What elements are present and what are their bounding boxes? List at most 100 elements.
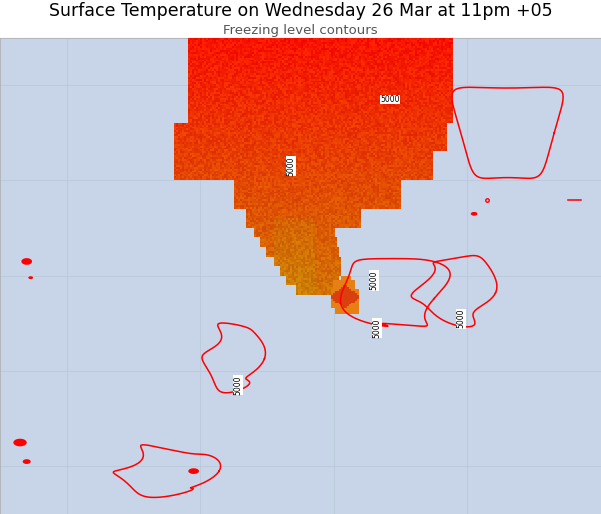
Polygon shape bbox=[343, 46, 345, 48]
Polygon shape bbox=[196, 145, 198, 148]
Polygon shape bbox=[260, 100, 262, 102]
Polygon shape bbox=[373, 36, 375, 39]
Polygon shape bbox=[423, 41, 425, 42]
Polygon shape bbox=[399, 105, 401, 107]
Polygon shape bbox=[435, 148, 437, 150]
Polygon shape bbox=[188, 169, 190, 171]
Polygon shape bbox=[353, 209, 355, 211]
Polygon shape bbox=[268, 251, 270, 253]
Polygon shape bbox=[421, 105, 423, 107]
Polygon shape bbox=[425, 176, 427, 178]
Polygon shape bbox=[294, 282, 296, 283]
Polygon shape bbox=[222, 150, 224, 152]
Polygon shape bbox=[365, 86, 367, 88]
Polygon shape bbox=[359, 167, 361, 169]
Polygon shape bbox=[216, 142, 218, 144]
Polygon shape bbox=[421, 128, 423, 131]
Polygon shape bbox=[300, 142, 302, 144]
Polygon shape bbox=[371, 192, 373, 193]
Polygon shape bbox=[435, 123, 437, 124]
Polygon shape bbox=[290, 100, 293, 102]
Polygon shape bbox=[196, 150, 198, 152]
Polygon shape bbox=[361, 167, 363, 169]
Polygon shape bbox=[232, 159, 234, 161]
Polygon shape bbox=[320, 193, 323, 195]
Polygon shape bbox=[180, 138, 182, 140]
Polygon shape bbox=[260, 214, 262, 216]
Polygon shape bbox=[375, 44, 377, 46]
Polygon shape bbox=[387, 111, 389, 113]
Polygon shape bbox=[299, 232, 300, 234]
Polygon shape bbox=[379, 203, 381, 205]
Polygon shape bbox=[268, 165, 270, 167]
Polygon shape bbox=[355, 197, 357, 199]
Polygon shape bbox=[439, 39, 441, 41]
Polygon shape bbox=[407, 165, 409, 167]
Polygon shape bbox=[258, 126, 260, 128]
Polygon shape bbox=[411, 111, 413, 113]
Polygon shape bbox=[397, 113, 399, 115]
Polygon shape bbox=[174, 169, 176, 171]
Polygon shape bbox=[405, 54, 407, 56]
Polygon shape bbox=[180, 174, 182, 176]
Polygon shape bbox=[246, 65, 248, 67]
Polygon shape bbox=[266, 138, 268, 140]
Polygon shape bbox=[405, 77, 407, 79]
Polygon shape bbox=[349, 283, 351, 285]
Polygon shape bbox=[320, 117, 323, 119]
Polygon shape bbox=[379, 105, 381, 107]
Polygon shape bbox=[302, 134, 305, 136]
Polygon shape bbox=[266, 213, 268, 214]
Polygon shape bbox=[339, 155, 341, 157]
Polygon shape bbox=[202, 82, 204, 84]
Polygon shape bbox=[284, 268, 287, 270]
Polygon shape bbox=[421, 44, 423, 46]
Polygon shape bbox=[308, 172, 311, 174]
Polygon shape bbox=[299, 184, 300, 186]
Polygon shape bbox=[385, 121, 387, 123]
Polygon shape bbox=[319, 132, 320, 134]
Polygon shape bbox=[413, 174, 415, 176]
Polygon shape bbox=[323, 126, 325, 128]
Polygon shape bbox=[284, 88, 287, 90]
Polygon shape bbox=[353, 306, 355, 308]
Polygon shape bbox=[335, 308, 337, 310]
Polygon shape bbox=[308, 207, 311, 209]
Polygon shape bbox=[343, 218, 345, 221]
Polygon shape bbox=[325, 165, 326, 167]
Polygon shape bbox=[246, 224, 248, 226]
Polygon shape bbox=[326, 52, 329, 54]
Polygon shape bbox=[212, 103, 214, 105]
Polygon shape bbox=[311, 256, 313, 259]
Polygon shape bbox=[293, 176, 294, 178]
Polygon shape bbox=[268, 144, 270, 145]
Polygon shape bbox=[281, 152, 282, 153]
Polygon shape bbox=[192, 84, 194, 86]
Polygon shape bbox=[272, 153, 275, 155]
Polygon shape bbox=[325, 201, 326, 203]
Polygon shape bbox=[313, 119, 314, 121]
Polygon shape bbox=[244, 36, 246, 39]
Polygon shape bbox=[254, 96, 256, 98]
Polygon shape bbox=[176, 134, 178, 136]
Polygon shape bbox=[365, 36, 367, 39]
Polygon shape bbox=[260, 58, 262, 60]
Polygon shape bbox=[401, 63, 403, 65]
Polygon shape bbox=[276, 174, 278, 176]
Polygon shape bbox=[288, 144, 290, 145]
Polygon shape bbox=[357, 144, 359, 145]
Polygon shape bbox=[359, 153, 361, 155]
Polygon shape bbox=[385, 182, 387, 184]
Polygon shape bbox=[320, 111, 323, 113]
Polygon shape bbox=[188, 121, 190, 123]
Polygon shape bbox=[353, 48, 355, 50]
Polygon shape bbox=[290, 88, 293, 90]
Polygon shape bbox=[188, 161, 190, 163]
Polygon shape bbox=[314, 274, 317, 276]
Polygon shape bbox=[320, 172, 323, 174]
Polygon shape bbox=[311, 237, 313, 240]
Polygon shape bbox=[337, 213, 339, 214]
Polygon shape bbox=[397, 136, 399, 138]
Polygon shape bbox=[282, 42, 284, 44]
Polygon shape bbox=[429, 148, 431, 150]
